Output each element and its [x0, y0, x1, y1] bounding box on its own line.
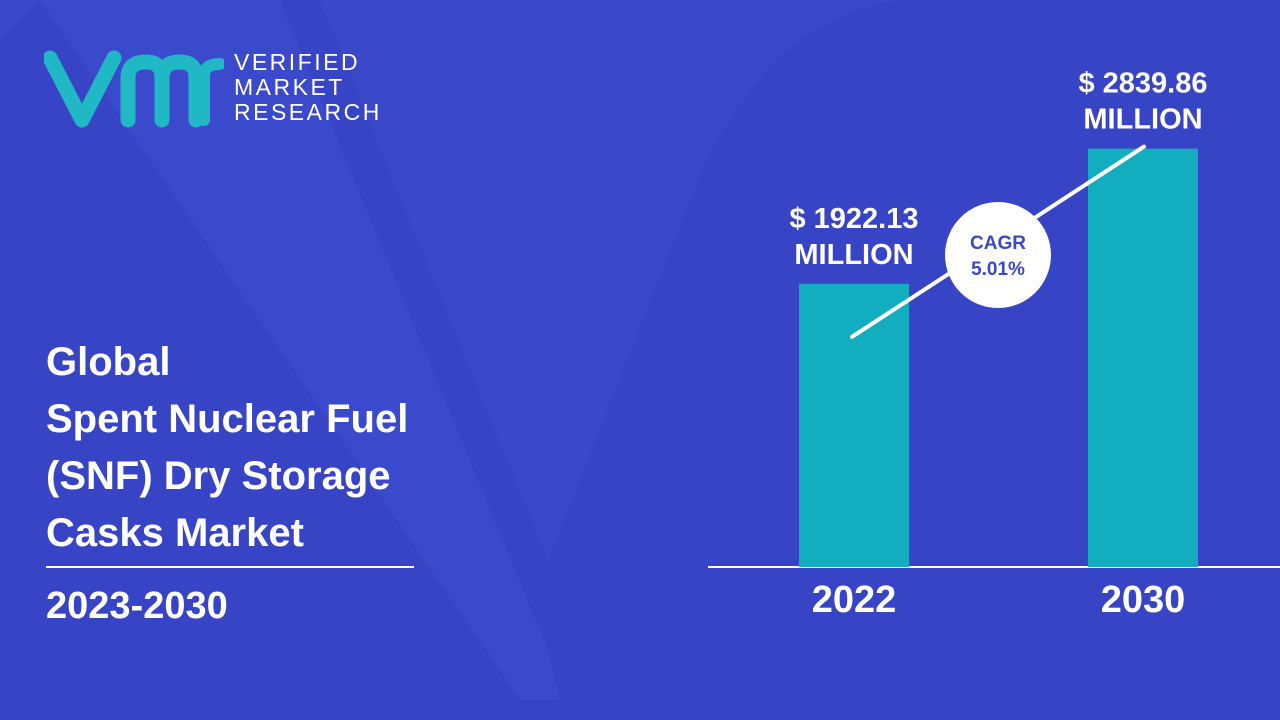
title-line: Spent Nuclear Fuel — [46, 397, 409, 441]
brand-name-line: MARKET — [234, 74, 345, 100]
x-tick-label: 2030 — [1101, 579, 1186, 621]
bar-value-label: $ 1922.13 — [789, 203, 918, 235]
title-line: Casks Market — [46, 511, 304, 555]
bar-value-label: $ 2839.86 — [1078, 68, 1207, 100]
cagr-badge — [945, 202, 1051, 308]
brand-name-line: VERIFIED — [234, 49, 361, 75]
brand-name-line: RESEARCH — [234, 99, 382, 125]
cagr-label: CAGR — [970, 233, 1026, 254]
bar-unit-label: MILLION — [794, 239, 913, 271]
title-line: Global — [46, 340, 171, 384]
bar-unit-label: MILLION — [1083, 104, 1202, 136]
forecast-period: 2023-2030 — [46, 585, 228, 627]
cagr-value: 5.01% — [971, 259, 1025, 280]
bar-2022 — [799, 283, 909, 567]
brand-logo: VERIFIED MARKET RESEARCH — [44, 48, 404, 130]
page-title: Global Spent Nuclear Fuel (SNF) Dry Stor… — [46, 334, 506, 562]
brand-name: VERIFIED MARKET RESEARCH — [234, 50, 382, 125]
vmr-logo-icon — [44, 50, 224, 128]
background-v-stripe — [40, 0, 560, 700]
market-size-chart: 2022 $ 1922.13 MILLION 2030 $ 2839.86 MILLION… — [708, 68, 1280, 621]
title-divider — [46, 566, 414, 568]
x-tick-label: 2022 — [812, 579, 897, 621]
title-line: (SNF) Dry Storage — [46, 454, 391, 498]
bar-2030 — [1088, 148, 1198, 567]
